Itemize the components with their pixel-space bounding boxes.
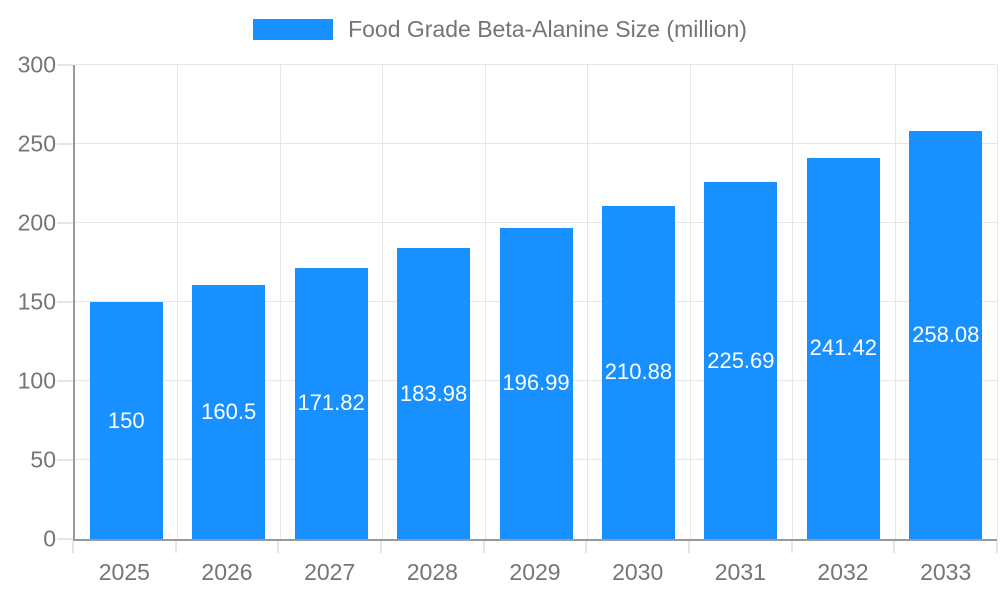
x-tick-label: 2033 xyxy=(920,559,972,585)
gridline-horizontal xyxy=(75,222,997,224)
y-tick-mark xyxy=(57,143,73,145)
gridline-vertical xyxy=(382,65,384,539)
x-tick-label: 2027 xyxy=(304,559,356,585)
gridline-vertical xyxy=(279,65,281,539)
bar-value-label: 258.08 xyxy=(912,322,980,348)
y-tick-label: 200 xyxy=(17,209,56,236)
bar-value-label: 183.98 xyxy=(399,380,468,406)
x-tick-mark xyxy=(483,541,485,553)
y-tick-mark xyxy=(57,380,73,382)
gridline-vertical xyxy=(484,65,486,539)
y-tick-mark xyxy=(57,459,73,461)
bar-value-label: 210.88 xyxy=(604,359,673,385)
bar-2032[interactable]: 241.42 xyxy=(806,157,880,539)
x-tick-label: 2032 xyxy=(817,559,869,585)
x-tick-label: 2025 xyxy=(98,559,150,585)
bar-value-label: 150 xyxy=(107,407,145,433)
legend-swatch xyxy=(253,19,334,41)
x-tick-mark xyxy=(585,541,587,553)
x-tick-label: 2029 xyxy=(509,559,561,585)
y-tick-mark xyxy=(57,64,73,66)
bar-2033[interactable]: 258.08 xyxy=(909,131,983,539)
x-tick-label: 2031 xyxy=(714,559,766,585)
x-tick-label: 2026 xyxy=(201,559,253,585)
y-tick-mark xyxy=(57,538,73,540)
x-tick-mark xyxy=(791,541,793,553)
y-axis-labels: 0 50 100 150 200 250 300 xyxy=(0,53,56,550)
x-tick-label: 2030 xyxy=(612,559,664,585)
x-tick-mark xyxy=(688,541,690,553)
bar-value-label: 241.42 xyxy=(809,335,877,361)
x-axis-ticks xyxy=(72,541,998,553)
y-tick-mark xyxy=(57,222,73,224)
legend-label: Food Grade Beta-Alanine Size (million) xyxy=(348,16,747,42)
bar-value-label: 160.5 xyxy=(201,399,257,425)
x-tick-label: 2028 xyxy=(406,559,458,585)
gridline-vertical xyxy=(792,65,794,539)
plot-area: 150 160.5 171.82 183.98 196.99 210.88 225.69 24… xyxy=(73,64,998,541)
gridline-vertical xyxy=(997,65,998,539)
gridline-vertical xyxy=(689,65,691,539)
y-tick-label: 50 xyxy=(30,446,56,473)
x-tick-mark xyxy=(175,541,177,553)
bar-2029[interactable]: 196.99 xyxy=(499,227,573,539)
bar-value-label: 225.69 xyxy=(707,347,775,373)
legend[interactable]: Food Grade Beta-Alanine Size (million) xyxy=(0,16,1000,44)
bar-2030[interactable]: 210.88 xyxy=(601,205,675,539)
gridline-vertical xyxy=(894,65,896,539)
y-tick-label: 100 xyxy=(17,367,56,394)
gridline-horizontal xyxy=(75,64,997,65)
y-tick-label: 250 xyxy=(17,130,56,157)
bar-2025[interactable]: 150 xyxy=(89,302,163,539)
x-tick-mark xyxy=(996,541,998,553)
gridline-vertical xyxy=(177,65,179,539)
y-tick-label: 150 xyxy=(17,288,56,315)
x-tick-mark xyxy=(72,541,74,553)
gridline-vertical xyxy=(587,65,589,539)
gridline-horizontal xyxy=(75,143,997,144)
y-axis-ticks xyxy=(57,64,73,540)
y-tick-label: 300 xyxy=(17,51,56,78)
bar-2026[interactable]: 160.5 xyxy=(192,285,266,539)
bar-2028[interactable]: 183.98 xyxy=(397,248,471,539)
x-axis-labels: 2025 2026 2027 2028 2029 2030 2031 2032 2033 xyxy=(73,559,997,590)
x-tick-mark xyxy=(380,541,382,553)
x-tick-mark xyxy=(893,541,895,553)
bar-2031[interactable]: 225.69 xyxy=(704,182,778,539)
bar-2027[interactable]: 171.82 xyxy=(294,267,368,539)
x-tick-mark xyxy=(277,541,279,553)
y-tick-label: 0 xyxy=(43,525,56,552)
y-tick-mark xyxy=(57,301,73,303)
bar-value-label: 171.82 xyxy=(297,390,365,416)
bar-value-label: 196.99 xyxy=(502,370,570,396)
